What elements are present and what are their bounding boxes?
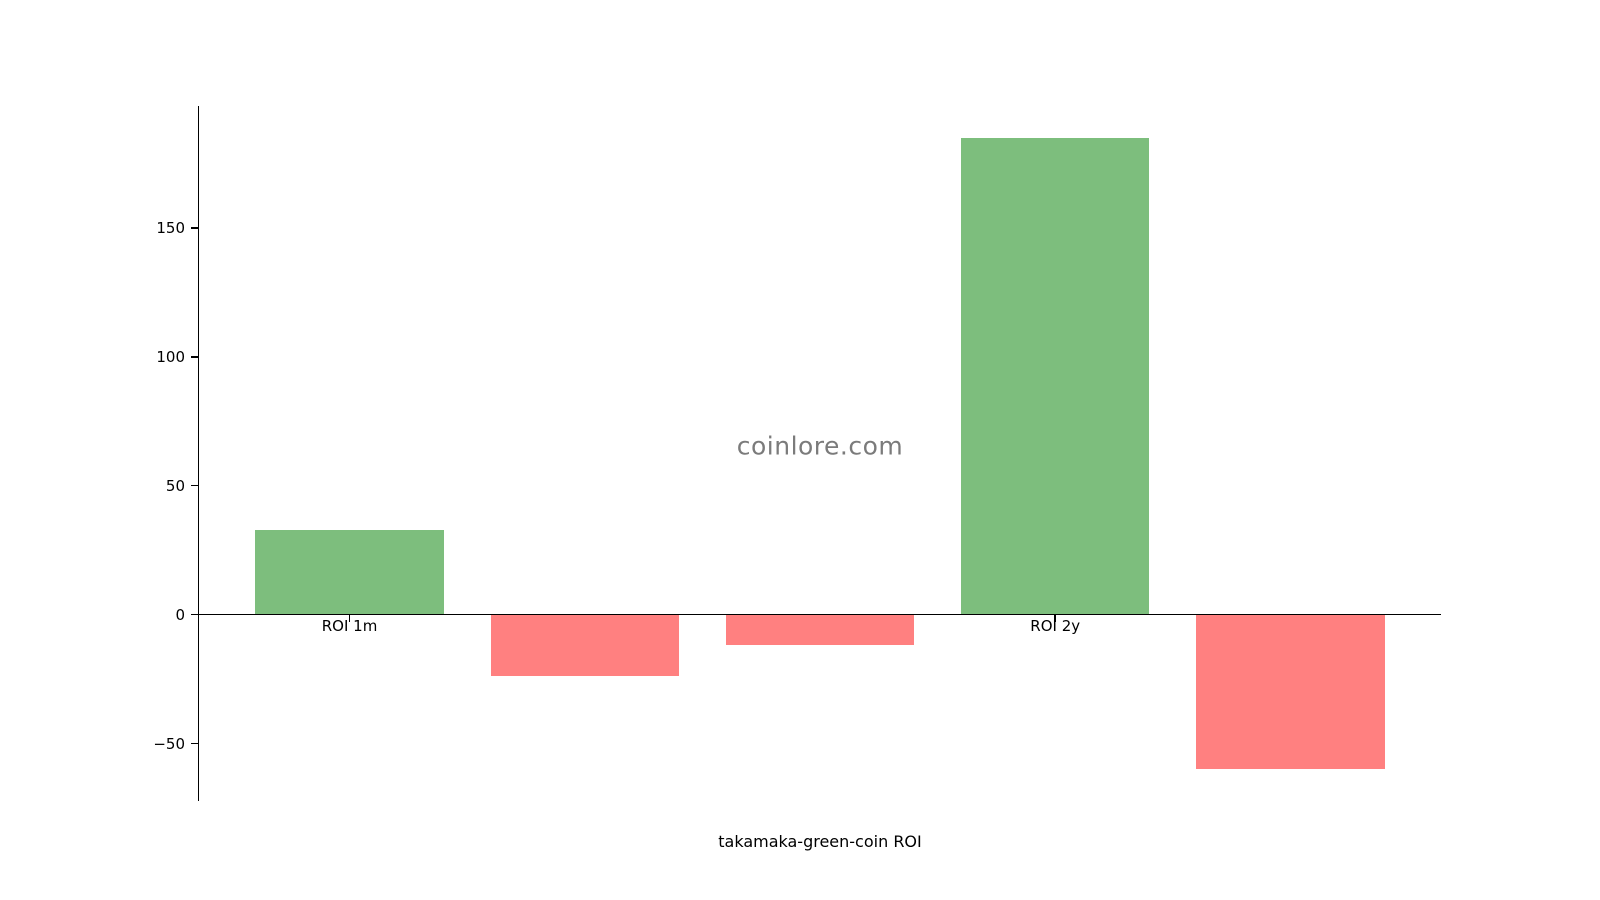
bar-3 [725,614,915,645]
y-tick [191,227,199,229]
x-tick [348,614,351,622]
coinlore-watermark: coinlore.com [736,431,904,461]
x-tick [1054,614,1056,622]
y-tick [191,356,199,358]
bar-roi-2y [961,137,1150,615]
y-tick-label: 0 [175,605,185,624]
x-tick-label: ROI 2y [1030,616,1081,635]
y-tick-label: 100 [156,347,185,366]
y-tick-label: −50 [153,734,185,753]
y-tick-label: 150 [156,218,185,237]
x-axis-zero-line [199,613,1441,616]
y-tick-label: 50 [165,476,185,495]
y-tick [191,742,199,745]
x-tick-label: ROI 1m [321,616,378,635]
bar-roi-1m [255,529,444,615]
bar-2 [490,614,679,676]
bar-5 [1196,614,1385,770]
chart-title: takamaka-green-coin ROI [718,832,922,851]
y-tick [191,484,199,487]
y-tick [191,613,199,616]
y-axis-spine [197,106,199,801]
